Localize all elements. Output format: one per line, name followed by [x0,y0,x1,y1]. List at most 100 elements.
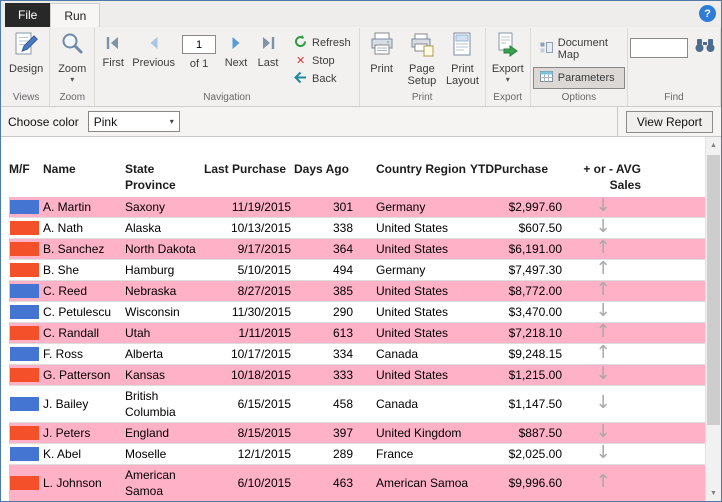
column-header: Name [43,162,76,176]
name-cell: J. Bailey [43,397,89,411]
state-province-cell: Moselle [125,447,167,461]
country-region-cell: Canada [376,397,419,411]
gender-cell [9,347,43,361]
ytd-purchase-cell: $3,470.00 [508,305,562,319]
last-page-label: Last [257,57,279,69]
last-purchase-cell: 11/30/2015 [231,305,291,319]
export-button[interactable]: Export ▾ [488,28,528,84]
last-purchase-cell: 11/19/2015 [231,200,291,214]
name-cell: J. Peters [43,426,91,440]
country-region-cell: United States [376,221,449,235]
ytd-purchase-cell: $7,497.30 [508,263,562,277]
trend-up-arrow-icon: ↑ [595,342,611,363]
find-input[interactable] [630,38,688,58]
name-cell: B. Sanchez [43,242,105,256]
days-ago-cell: 463 [332,476,353,490]
report-canvas: M/F Name State Province Last Purchase Days A… [1,137,705,501]
last-page-button[interactable]: Last [252,28,284,70]
back-icon [294,71,307,87]
days-ago-cell: 613 [332,326,353,340]
last-purchase-cell: 9/17/2015 [237,242,291,256]
chevron-down-icon: ▾ [70,75,75,85]
ytd-purchase-cell: $887.50 [518,426,562,440]
page-number-input[interactable] [182,35,217,54]
scrollbar-thumb[interactable] [707,155,720,425]
last-icon [260,35,276,54]
name-cell: C. Petulescu [43,305,112,319]
state-province-cell: England [125,426,170,440]
table-row: L. Johnson American Samoa 6/10/2015 463 Amer… [9,465,705,501]
gender-cell [9,326,43,340]
gender-color-swatch [10,426,39,440]
first-page-button[interactable]: First [97,28,129,70]
state-province-cell: North Dakota [125,242,196,256]
table-header-row: M/F Name State Province Last Purchase Days A… [9,161,705,197]
print-icon [369,31,395,61]
column-header: Country Region [376,162,466,176]
parameters-button[interactable]: Parameters [532,67,625,89]
ytd-purchase-cell: $6,191.00 [508,242,562,256]
stop-button[interactable]: ✕ Stop [290,52,355,69]
vertical-scrollbar[interactable]: ▲ ▼ [705,137,721,501]
gender-cell [9,305,43,319]
gender-cell [9,397,43,411]
days-ago-cell: 333 [332,368,353,382]
tab-file[interactable]: File [5,3,51,27]
country-region-cell: Canada [376,347,419,361]
color-dropdown-value: Pink [93,114,118,129]
help-icon[interactable]: ? [699,5,716,22]
parameters-icon [539,70,553,86]
table-row: A. Martin Saxony 11/19/2015 301 Germany $2,99… [9,197,705,218]
print-layout-icon [449,31,475,61]
last-purchase-cell: 1/11/2015 [238,326,292,340]
country-region-cell: United States [376,242,449,256]
country-region-cell: United States [376,368,449,382]
trend-up-arrow-icon: ↑ [595,279,611,300]
table-row: C. Randall Utah 1/11/2015 613 United States $… [9,323,705,344]
days-ago-cell: 338 [332,221,353,235]
tab-run[interactable]: Run [50,3,101,27]
chevron-down-icon: ▾ [169,117,174,126]
stop-label: Stop [312,54,335,67]
document-map-icon [540,41,553,57]
last-purchase-cell: 8/15/2015 [237,426,291,440]
navigation-extra-buttons: Refresh ✕ Stop Back [284,28,357,87]
gender-color-swatch [10,368,39,382]
print-button[interactable]: Print [362,28,402,76]
find-button[interactable] [692,38,718,58]
scrollbar-down-button[interactable]: ▼ [706,485,721,501]
report-viewport: M/F Name State Province Last Purchase Days A… [1,137,721,501]
design-button[interactable]: Design [5,28,47,76]
zoom-button-label: Zoom [58,62,87,75]
days-ago-cell: 334 [332,347,353,361]
refresh-button[interactable]: Refresh [290,34,355,51]
back-button[interactable]: Back [290,70,355,87]
page-setup-button[interactable]: Page Setup [402,28,443,89]
binoculars-icon [695,38,715,58]
scrollbar-up-button[interactable]: ▲ [706,137,721,153]
ribbon-group-export: Export ▾ Export [486,28,531,106]
next-page-button[interactable]: Next [220,28,252,70]
trend-up-arrow-icon: ↑ [595,258,611,279]
color-dropdown[interactable]: Pink ▾ [87,111,180,132]
gender-color-swatch [10,347,39,361]
previous-page-button[interactable]: Previous [129,28,178,70]
gender-color-swatch [10,476,39,490]
state-province-cell: Wisconsin [125,305,180,319]
days-ago-cell: 397 [332,426,353,440]
print-button-label: Print [370,62,393,75]
ribbon-group-zoom: Zoom ▾ Zoom [50,28,96,106]
group-label-export: Export [493,92,523,103]
view-report-button[interactable]: View Report [625,110,713,133]
document-map-button[interactable]: Document Map [533,34,625,64]
last-purchase-cell: 8/27/2015 [237,284,291,298]
ytd-purchase-cell: $2,025.00 [508,447,562,461]
country-region-cell: France [376,447,414,461]
name-cell: L. Johnson [43,476,102,490]
column-header: Last Purchase [204,162,287,176]
print-layout-button[interactable]: Print Layout [442,28,483,89]
chevron-down-icon: ▾ [505,75,510,85]
name-cell: C. Randall [43,326,100,340]
zoom-button[interactable]: Zoom ▾ [52,28,92,84]
trend-cell: ↓ [565,394,641,412]
